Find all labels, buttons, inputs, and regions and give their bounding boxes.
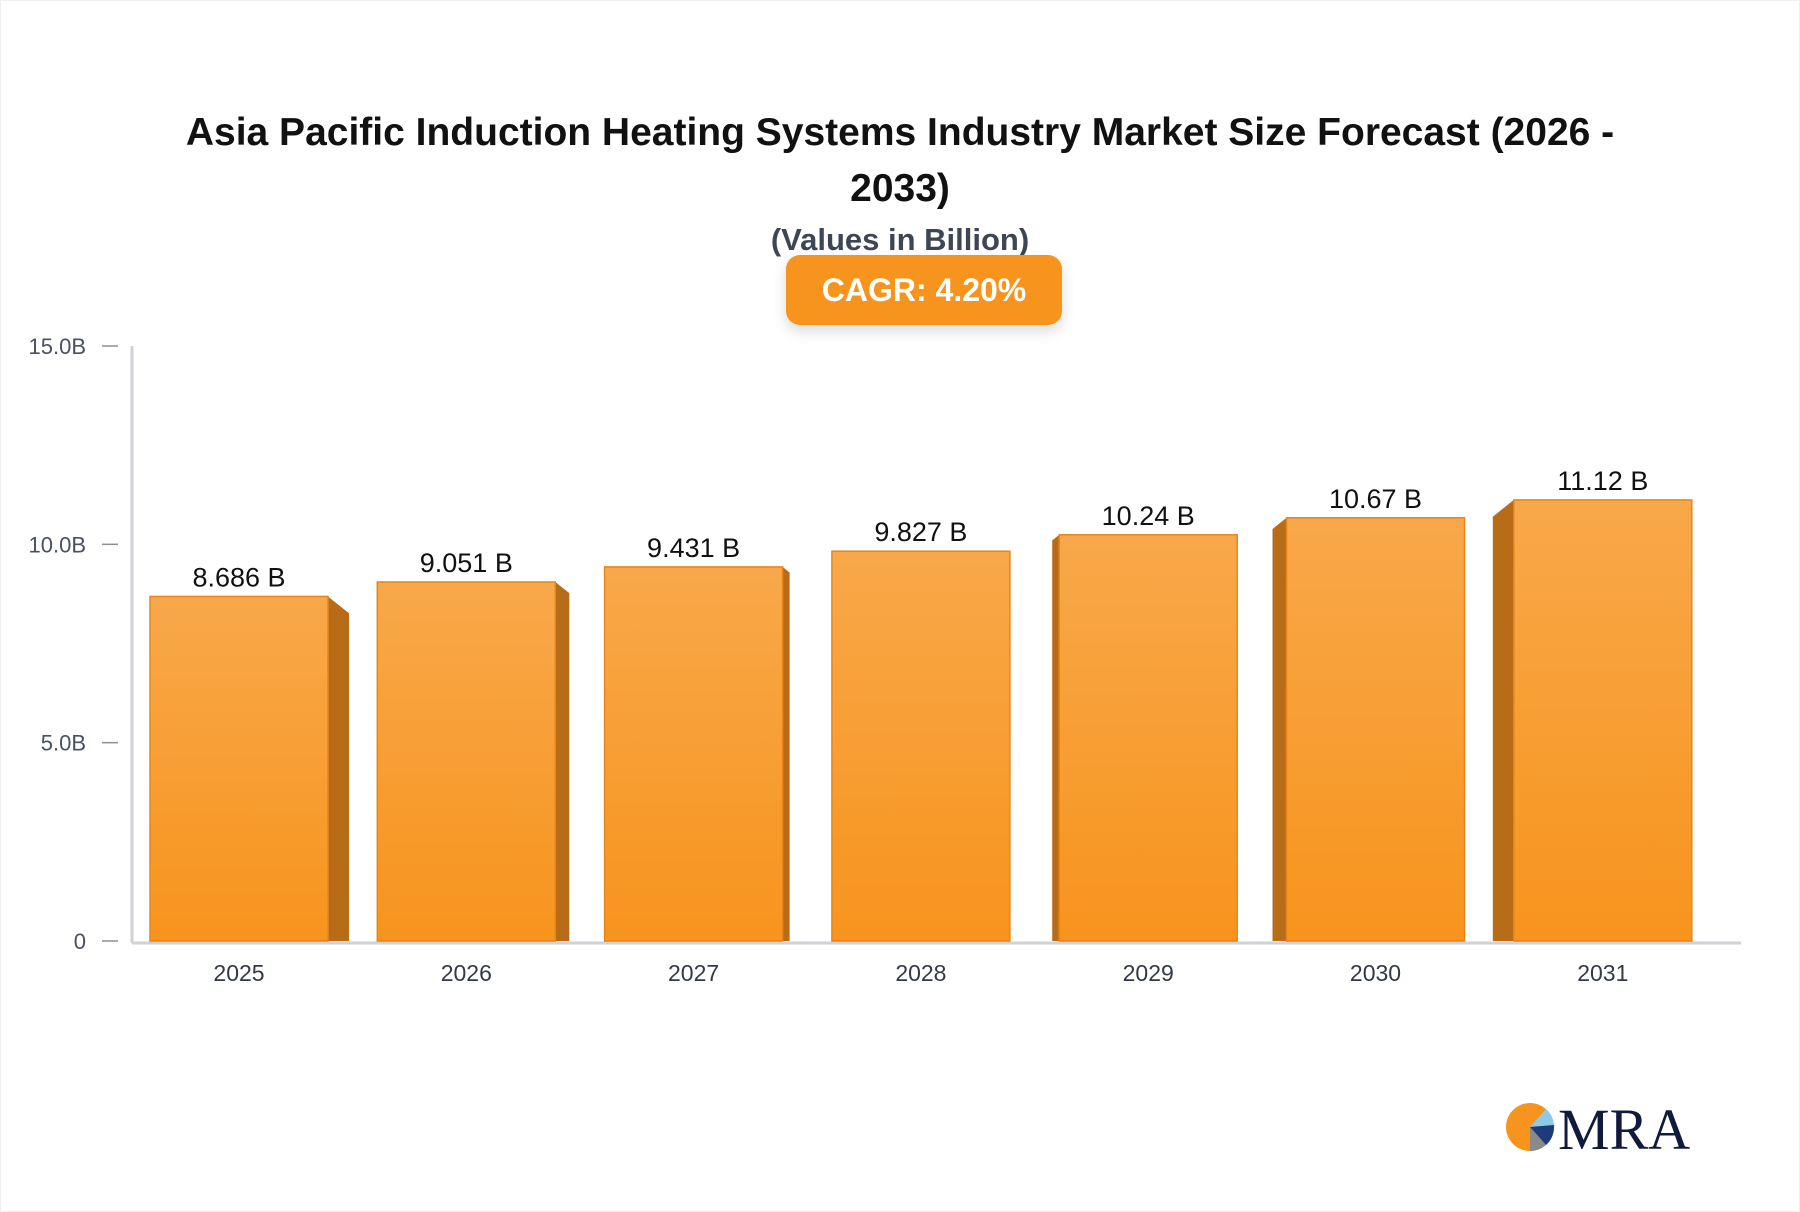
bar <box>603 566 784 942</box>
bar-side <box>782 566 790 941</box>
bar-data-label: 11.12 B <box>1557 466 1648 496</box>
bar-side <box>1052 534 1060 941</box>
y-tick-label: 15.0B <box>29 334 87 359</box>
bar <box>1285 517 1466 942</box>
bar <box>149 595 329 942</box>
bar <box>376 581 557 942</box>
logo-text: MRA <box>1558 1097 1690 1155</box>
bar-side <box>328 596 349 941</box>
y-tick-label: 0 <box>74 929 86 954</box>
bar <box>1058 534 1238 942</box>
bar-side <box>1272 517 1287 941</box>
bar-data-label: 9.827 B <box>874 517 967 547</box>
x-tick-label: 2029 <box>1123 960 1174 986</box>
x-tick-label: 2025 <box>213 960 264 986</box>
bar <box>831 550 1011 942</box>
x-tick-label: 2028 <box>895 960 946 986</box>
bar-group: 9.051 B 2026 <box>376 548 570 986</box>
chart-subtitle: (Values in Billion) <box>770 222 1030 257</box>
x-tick-label: 2031 <box>1577 960 1628 986</box>
bar-group: 9.827 B 2028 <box>831 517 1011 986</box>
bar-group: 10.67 B 2030 <box>1272 484 1466 986</box>
bar-group: 9.431 B 2027 <box>603 533 790 986</box>
x-tick-label: 2027 <box>668 960 719 986</box>
chart-title: Asia Pacific Induction Heating Systems I… <box>185 111 1615 210</box>
x-tick-label: 2026 <box>441 960 492 986</box>
bar-side <box>555 581 570 941</box>
bar-data-label: 10.67 B <box>1329 484 1422 514</box>
cagr-badge: CAGR: 4.20% <box>786 255 1062 325</box>
bar-group: 10.24 B 2029 <box>1052 501 1238 986</box>
bar <box>1513 499 1693 942</box>
bar-data-label: 9.051 B <box>420 548 513 578</box>
bar-data-label: 9.431 B <box>647 533 740 563</box>
bar-group: 11.12 B 2031 <box>1492 466 1693 986</box>
y-tick-label: 10.0B <box>29 532 87 557</box>
bar-data-label: 10.24 B <box>1102 501 1195 531</box>
bar-data-label: 8.686 B <box>192 562 285 592</box>
mra-logo: MRA <box>1506 1097 1690 1155</box>
bar-group: 8.686 B 2025 <box>149 562 349 986</box>
y-tick-label: 5.0B <box>41 731 86 756</box>
x-tick-label: 2030 <box>1350 960 1401 986</box>
bar-side <box>1492 499 1514 941</box>
